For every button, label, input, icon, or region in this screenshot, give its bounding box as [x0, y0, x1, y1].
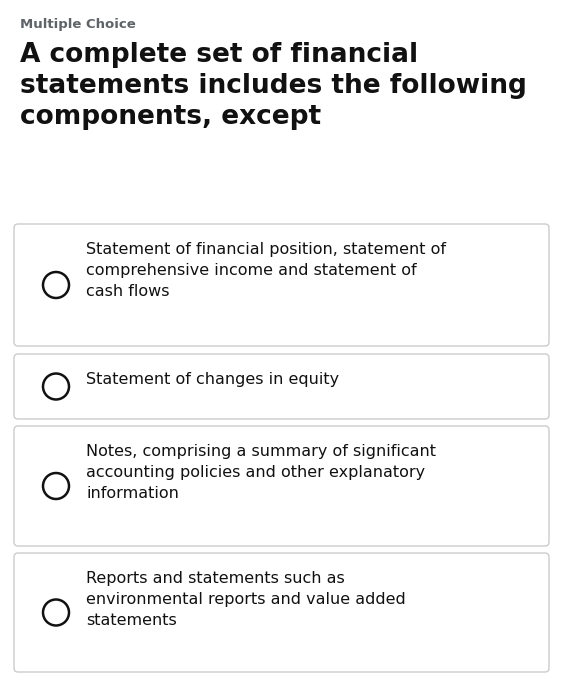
Text: A complete set of financial
statements includes the following
components, except: A complete set of financial statements i… — [20, 42, 527, 130]
Circle shape — [43, 272, 69, 298]
FancyBboxPatch shape — [14, 426, 549, 546]
FancyBboxPatch shape — [14, 553, 549, 672]
Text: Reports and statements such as
environmental reports and value added
statements: Reports and statements such as environme… — [86, 571, 406, 628]
Circle shape — [43, 374, 69, 399]
Circle shape — [43, 473, 69, 499]
Text: Statement of changes in equity: Statement of changes in equity — [86, 372, 339, 387]
FancyBboxPatch shape — [14, 224, 549, 346]
FancyBboxPatch shape — [14, 354, 549, 419]
Text: Multiple Choice: Multiple Choice — [20, 18, 136, 31]
Circle shape — [43, 600, 69, 625]
Text: Statement of financial position, statement of
comprehensive income and statement: Statement of financial position, stateme… — [86, 242, 446, 299]
Text: Notes, comprising a summary of significant
accounting policies and other explana: Notes, comprising a summary of significa… — [86, 444, 436, 501]
